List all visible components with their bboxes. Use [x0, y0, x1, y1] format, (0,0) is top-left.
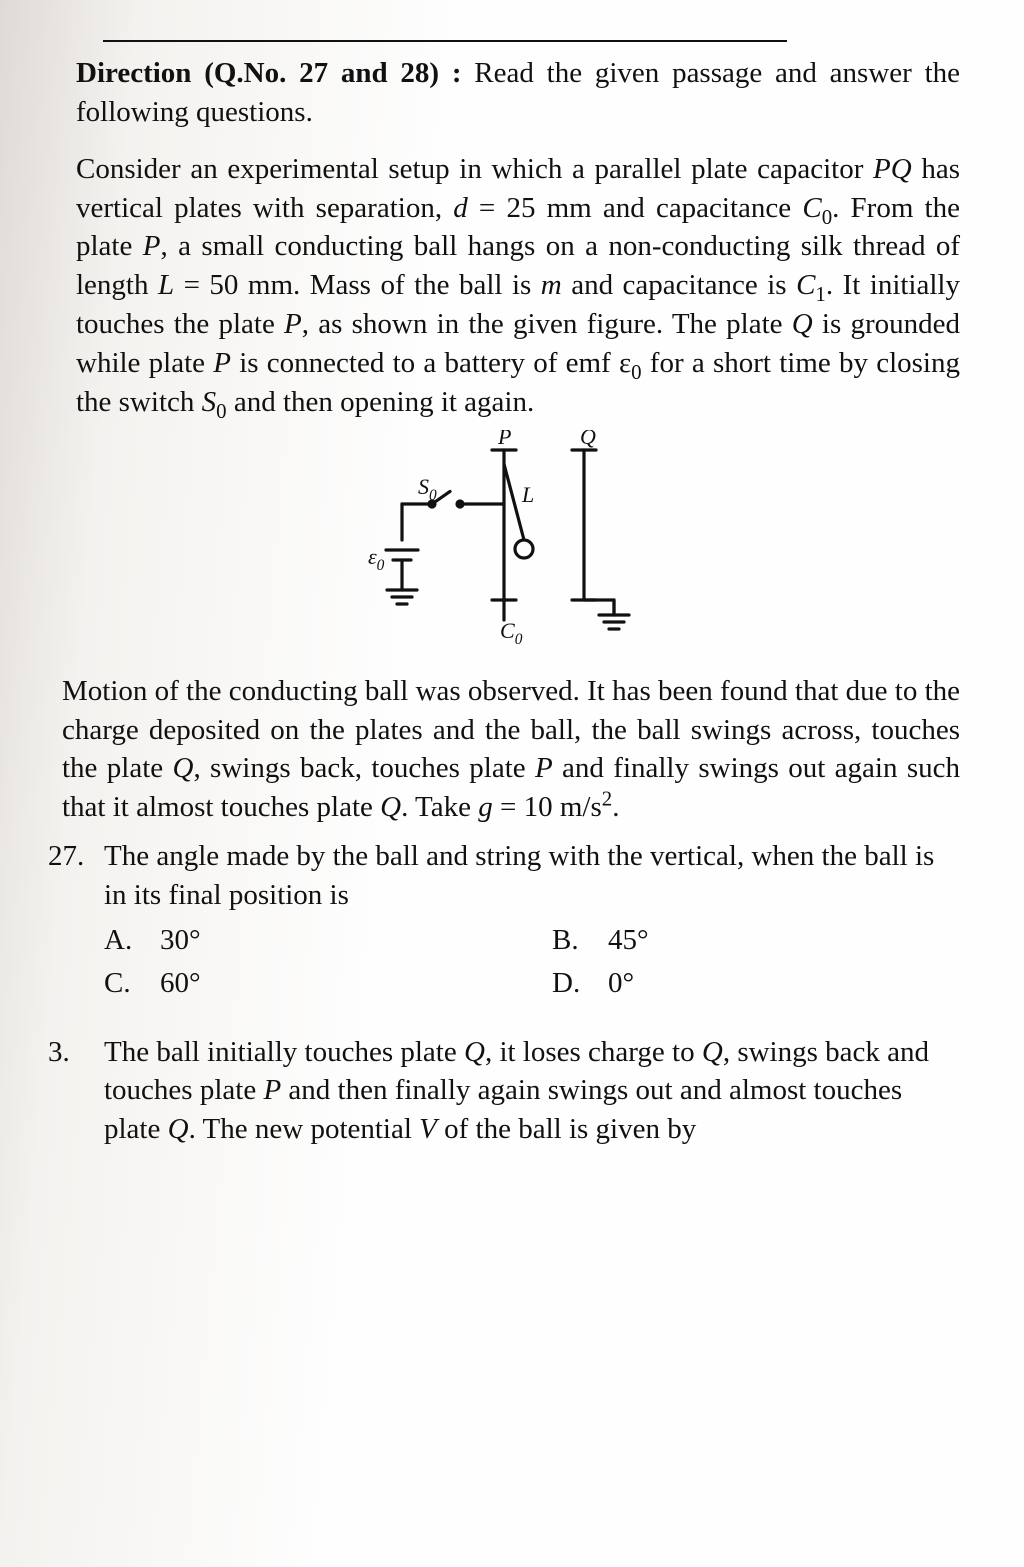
question-27: 27. The angle made by the ball and strin…	[48, 837, 960, 1002]
question-text: The angle made by the ball and string wi…	[104, 837, 960, 1002]
option-label: D.	[552, 964, 592, 1003]
question-number: 27.	[48, 837, 104, 876]
svg-text:L: L	[521, 482, 534, 507]
page: Direction (Q.No. 27 and 28) : Read the g…	[0, 0, 1024, 1567]
question-28: 3. The ball initially touches plate Q, i…	[48, 1033, 960, 1150]
circuit-figure: P Q S0 ε0 C0 L	[354, 430, 654, 660]
option-c: C. 60°	[104, 964, 512, 1003]
top-rule	[103, 40, 787, 42]
svg-text:P: P	[497, 430, 511, 449]
option-value: 60°	[160, 964, 201, 1003]
direction-lead: Direction (Q.No. 27 and 28) :	[76, 57, 462, 89]
option-value: 45°	[608, 921, 649, 960]
svg-text:Q: Q	[580, 430, 596, 449]
svg-text:S0: S0	[418, 474, 437, 504]
option-b: B. 45°	[552, 921, 960, 960]
option-value: 30°	[160, 921, 201, 960]
option-value: 0°	[608, 964, 634, 1003]
options-grid: A. 30° B. 45° C. 60° D. 0°	[104, 921, 960, 1003]
svg-text:C0: C0	[500, 618, 523, 648]
option-a: A. 30°	[104, 921, 512, 960]
question-text: The ball initially touches plate Q, it l…	[104, 1033, 960, 1150]
svg-text:ε0: ε0	[368, 544, 385, 574]
option-label: B.	[552, 921, 592, 960]
passage-2: Motion of the conducting ball was observ…	[48, 672, 960, 827]
question-number: 3.	[48, 1033, 104, 1072]
direction-line: Direction (Q.No. 27 and 28) : Read the g…	[48, 54, 960, 132]
option-label: A.	[104, 921, 144, 960]
option-d: D. 0°	[552, 964, 960, 1003]
option-label: C.	[104, 964, 144, 1003]
question-stem: The angle made by the ball and string wi…	[104, 840, 934, 911]
passage-1: Consider an experimental setup in which …	[48, 150, 960, 422]
